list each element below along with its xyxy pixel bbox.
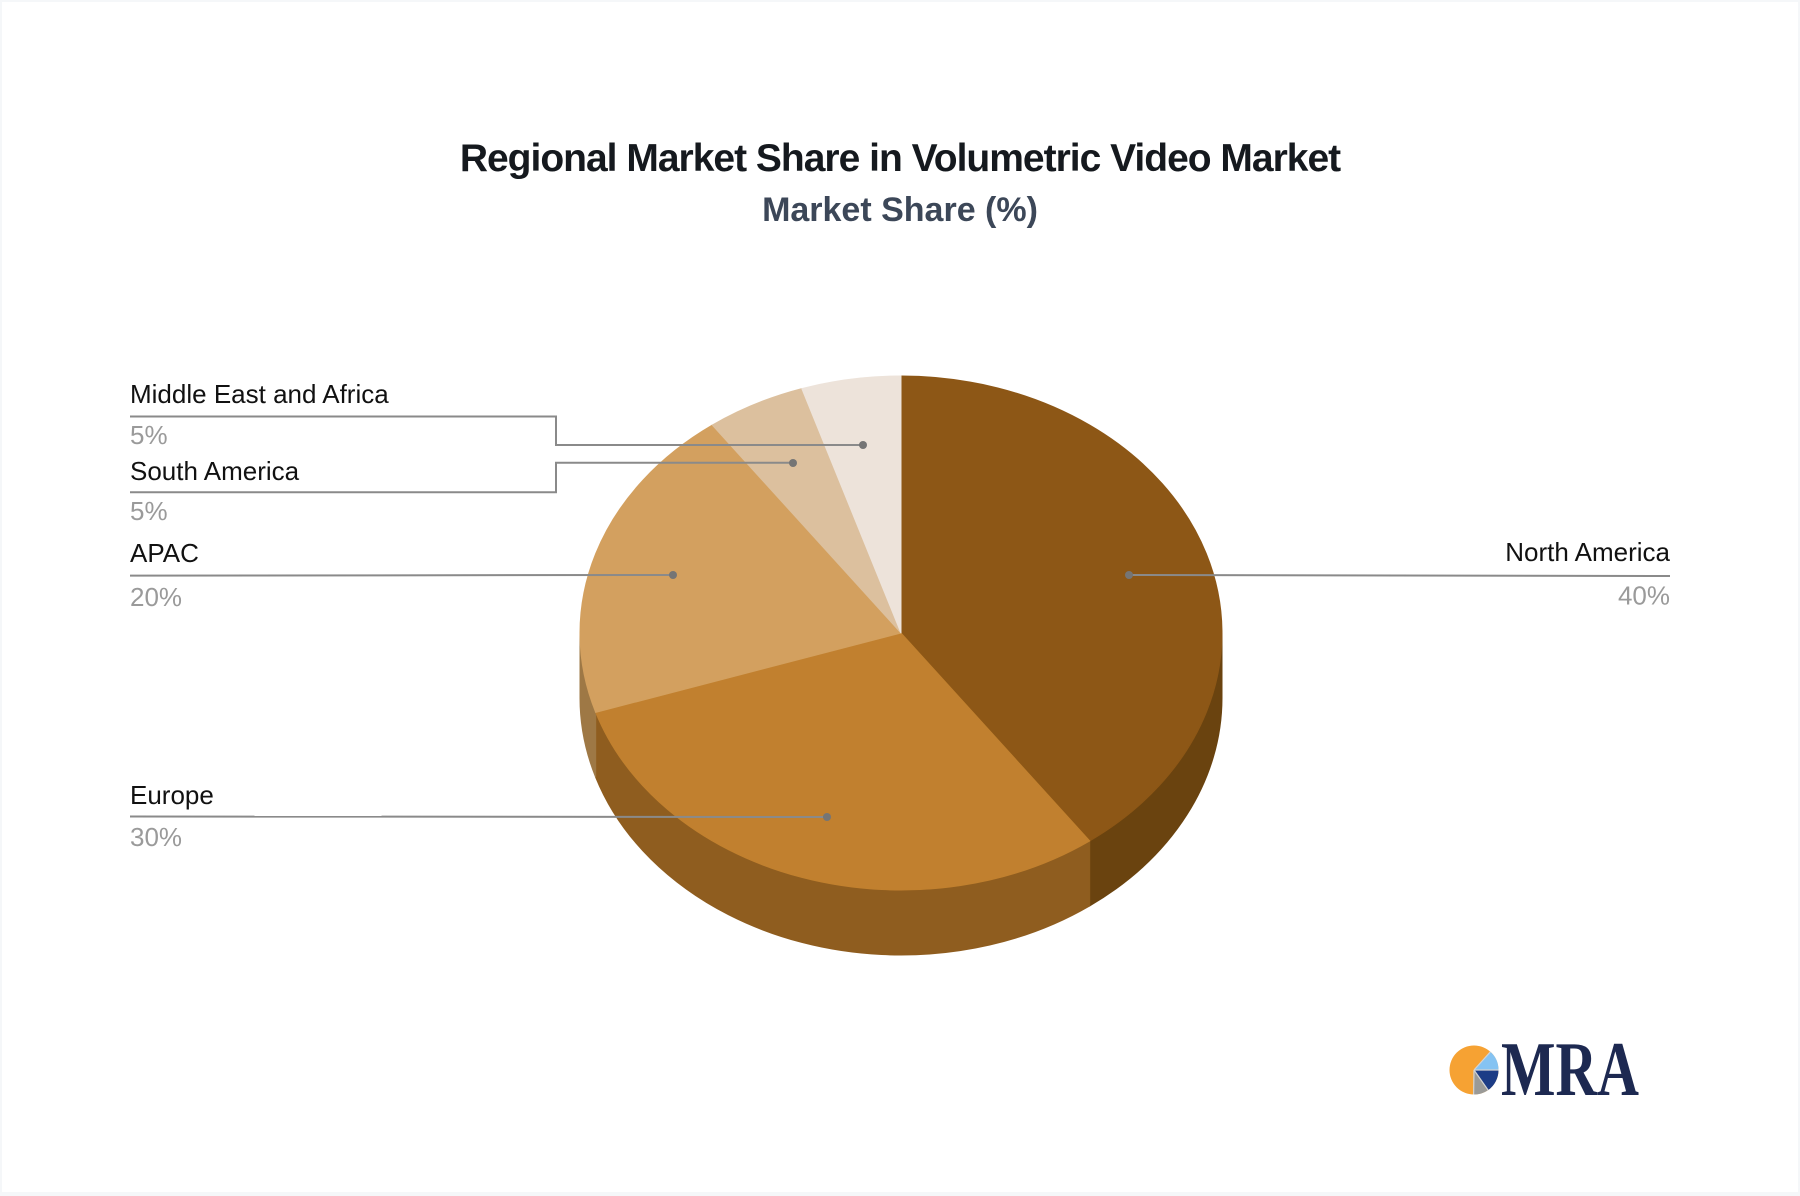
- svg-text:Middle East and Africa: Middle East and Africa: [130, 379, 389, 409]
- svg-text:20%: 20%: [130, 582, 182, 612]
- svg-text:APAC: APAC: [130, 538, 199, 568]
- svg-text:40%: 40%: [1618, 581, 1670, 611]
- svg-text:Regional Market Share in Volum: Regional Market Share in Volumetric Vide…: [460, 137, 1341, 180]
- svg-text:5%: 5%: [130, 420, 168, 450]
- svg-text:MRA: MRA: [1501, 1026, 1639, 1112]
- svg-text:Market Share (%): Market Share (%): [762, 191, 1038, 229]
- svg-text:South America: South America: [130, 456, 300, 486]
- svg-text:North America: North America: [1505, 537, 1670, 567]
- svg-text:5%: 5%: [130, 496, 168, 526]
- svg-text:30%: 30%: [130, 822, 182, 852]
- svg-text:Europe: Europe: [130, 780, 214, 810]
